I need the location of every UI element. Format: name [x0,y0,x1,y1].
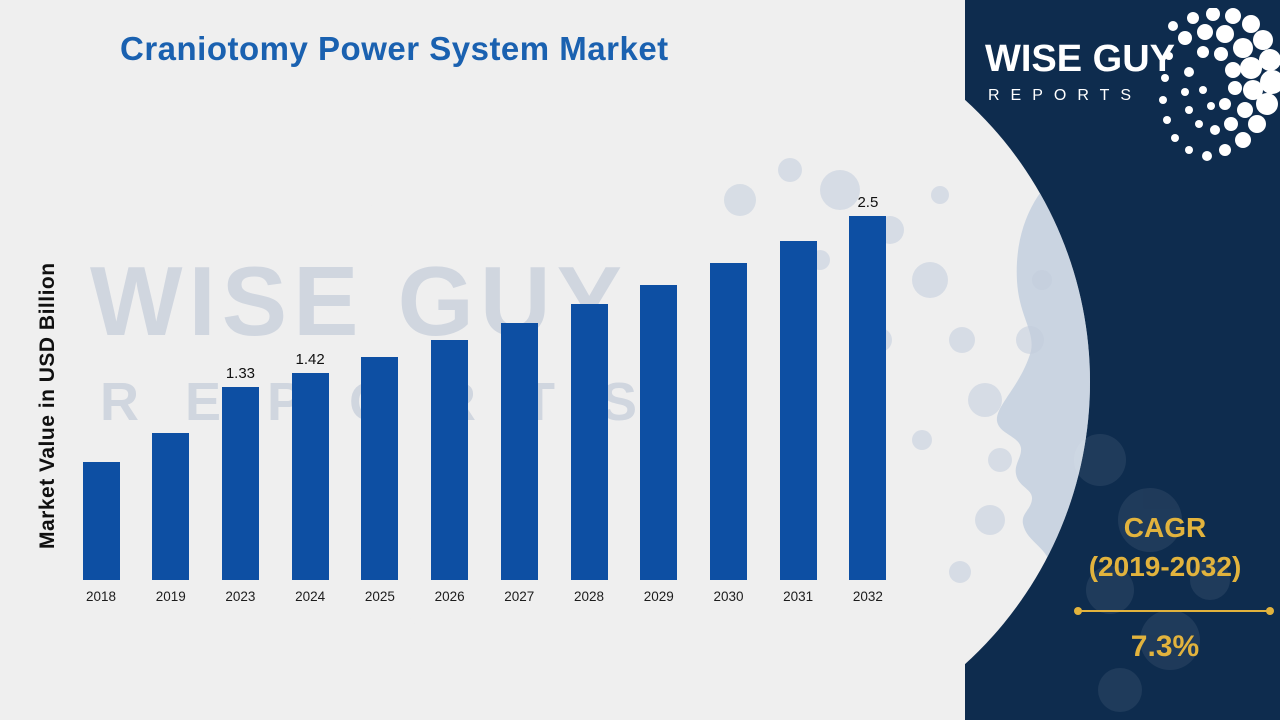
bar [431,340,469,580]
x-tick-label: 2025 [364,589,395,604]
bar [849,216,887,580]
bar-group-2027: 2027 [500,180,538,604]
x-tick-label: 2032 [852,589,883,604]
bar-value-label: 1.42 [295,351,325,369]
x-tick-label: 2019 [155,589,186,604]
x-tick-label: 2024 [295,589,326,604]
x-tick-label: 2018 [85,589,117,604]
brand-logo: WISE GUY REPORTS [985,38,1175,105]
x-tick-label: 2029 [643,589,674,604]
cagr-label-line2: (2019-2032) [1088,551,1242,583]
bar-group-2025: 2025 [361,180,399,604]
page-title: Craniotomy Power System Market [120,30,669,67]
face-silhouette-icon [983,151,1090,711]
x-tick-label: 2023 [225,589,256,604]
x-tick-label: 2026 [434,589,465,604]
x-tick-label: 2028 [574,589,605,604]
bar-group-2030: 2030 [709,180,747,604]
bar-group-2032: 2.5 2032 [849,180,887,604]
cagr-value: 7.3% [1130,630,1200,663]
bar-chart: 2018 2019 1.33 2023 1.42 2024 2025 2026 2027 2028… [82,180,887,604]
bar [361,357,399,580]
x-tick-label: 2027 [504,589,535,604]
bar [291,373,329,580]
bar-group-2019: 2019 [152,180,190,604]
bar [500,322,538,580]
bar-group-2028: 2028 [570,180,608,604]
bar [221,386,259,580]
bar [709,262,747,580]
bar-value-label: 2.5 [857,194,879,212]
x-tick-label: 2030 [713,589,744,604]
brand-face-dots-icon [1159,8,1280,161]
bar-group-2024: 1.42 2024 [291,180,329,604]
bar [640,284,678,580]
y-axis-label: Market Value in USD Billion [36,262,59,549]
bar [152,433,190,580]
bar-group-2029: 2029 [640,180,678,604]
bar [82,462,120,580]
bar [779,241,817,580]
cagr-divider [1074,607,1274,615]
bar-group-2018: 2018 [82,180,120,604]
x-tick-label: 2031 [783,589,814,604]
bar-value-label: 1.33 [225,364,256,382]
cagr-label-line1: CAGR [1123,512,1207,543]
bar-group-2023: 1.33 2023 [221,180,259,604]
brand-logo-name: WISE GUY [985,38,1176,80]
panel-dots-icon [1074,434,1230,712]
bar-group-2026: 2026 [431,180,469,604]
cagr-label: CAGR (2019-2032) [1055,508,1275,586]
brand-logo-sub: REPORTS [988,87,1143,104]
bar [570,303,608,580]
bar-group-2031: 2031 [779,180,817,604]
